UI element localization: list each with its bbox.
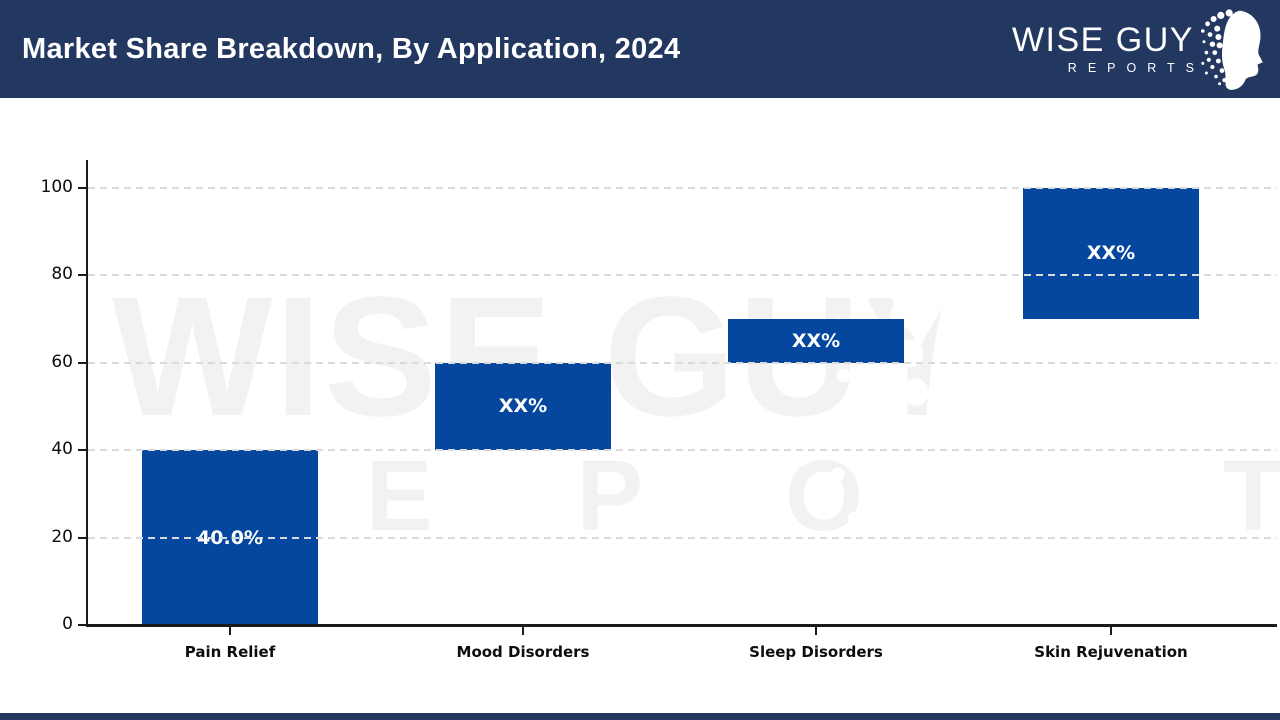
- logo-subtitle: REPORTS: [1067, 61, 1205, 76]
- wise-guy-logo: WISE GUY REPORTS: [1012, 7, 1270, 91]
- gridline: [88, 536, 1277, 539]
- logo-text: WISE GUY REPORTS: [1012, 23, 1194, 75]
- page-title: Market Share Breakdown, By Application, …: [22, 32, 681, 65]
- y-tick-mark: [78, 624, 86, 626]
- y-tick-label: 20: [51, 526, 73, 547]
- y-tick-label: 60: [51, 351, 73, 372]
- y-tick-label: 0: [62, 614, 73, 634]
- x-axis-spine: [86, 624, 1277, 627]
- x-tick-label: Sleep Disorders: [749, 643, 883, 661]
- bar-value-label: XX%: [498, 395, 548, 418]
- gridline: [88, 274, 1277, 276]
- bar: XX%: [1023, 187, 1199, 319]
- bar: XX%: [435, 362, 611, 450]
- x-tick-label: Skin Rejuvenation: [1034, 643, 1188, 661]
- bar-value-label: XX%: [1086, 242, 1136, 265]
- header-band: Market Share Breakdown, By Application, …: [0, 0, 1280, 98]
- y-tick-mark: [78, 186, 86, 189]
- y-tick-label: 100: [40, 176, 73, 197]
- y-tick-mark: [78, 536, 86, 539]
- gridline: [88, 186, 1277, 189]
- y-tick-label: 80: [51, 264, 73, 284]
- y-tick-mark: [78, 274, 86, 276]
- x-tick-label: Pain Relief: [184, 643, 276, 661]
- x-tick-label: Mood Disorders: [456, 643, 590, 661]
- y-tick-label: 40: [51, 439, 73, 459]
- plot-area: 0 20 40 60 80 100 40.0% Pain Relief XX% Mood Diso…: [41, 160, 1277, 661]
- bar-value-label: XX%: [791, 329, 841, 352]
- y-tick-mark: [78, 449, 86, 451]
- gridline: [88, 361, 1277, 364]
- dotted-profile-face-icon: [1201, 9, 1263, 90]
- y-axis-spine: [86, 160, 88, 627]
- gridline: [88, 449, 1277, 451]
- x-tick-mark: [229, 627, 231, 635]
- bar: XX%: [728, 318, 904, 363]
- x-tick-mark: [1110, 627, 1112, 635]
- footer-band: [0, 713, 1280, 720]
- x-tick-mark: [815, 627, 817, 635]
- logo-wordmark: WISE GUY: [1011, 21, 1194, 60]
- x-tick-mark: [522, 627, 524, 635]
- y-tick-mark: [78, 361, 86, 364]
- chart-area: WISE GUY R E P O R T S 02040608010040.0%…: [0, 98, 1280, 713]
